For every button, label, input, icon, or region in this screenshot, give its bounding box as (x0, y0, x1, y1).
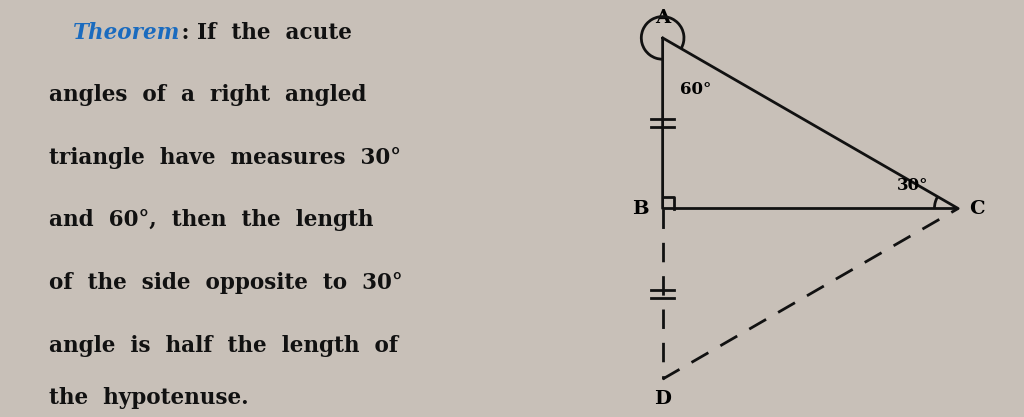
Text: A: A (655, 8, 670, 27)
Text: : If  the  acute: : If the acute (174, 22, 351, 44)
Text: of  the  side  opposite  to  30°: of the side opposite to 30° (49, 272, 402, 294)
Text: 30°: 30° (897, 177, 928, 194)
Text: and  60°,  then  the  length: and 60°, then the length (49, 209, 373, 231)
Text: D: D (654, 390, 671, 409)
Text: the  hypotenuse.: the hypotenuse. (49, 387, 249, 409)
Text: 60°: 60° (680, 80, 711, 98)
Text: angles  of  a  right  angled: angles of a right angled (49, 84, 367, 106)
Text: C: C (970, 199, 985, 218)
Text: Theorem: Theorem (73, 22, 180, 44)
Text: B: B (633, 199, 649, 218)
Text: angle  is  half  the  length  of: angle is half the length of (49, 334, 398, 357)
Text: triangle  have  measures  30°: triangle have measures 30° (49, 147, 400, 169)
